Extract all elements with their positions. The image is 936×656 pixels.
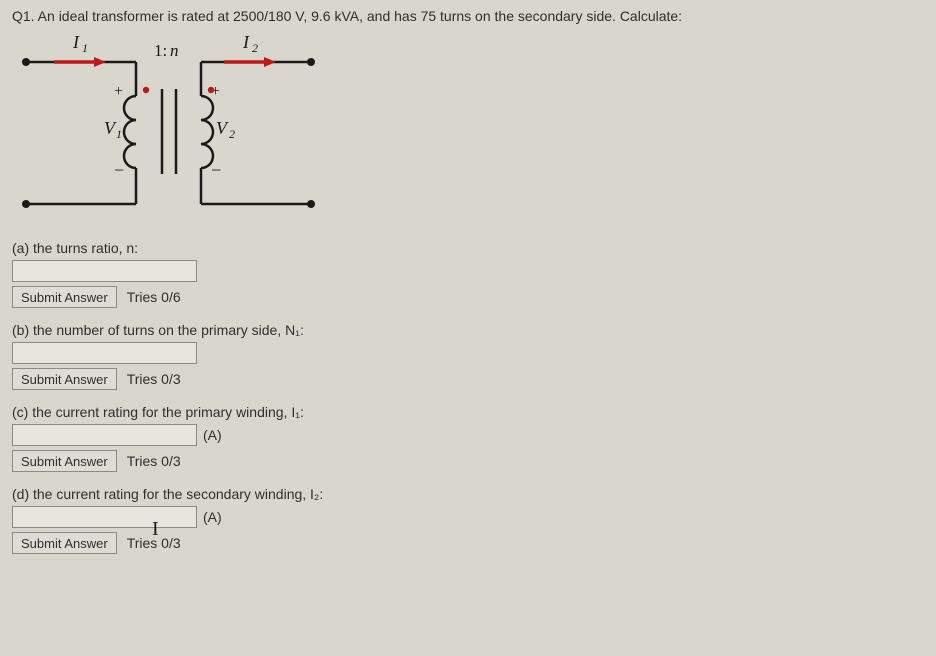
svg-text:V: V [216, 118, 229, 138]
svg-text:2: 2 [229, 127, 235, 141]
part-b-submit-button[interactable]: Submit Answer [12, 368, 117, 390]
svg-text:+: + [114, 83, 123, 100]
question-prompt: Q1. An ideal transformer is rated at 250… [12, 8, 924, 24]
part-c-unit: (A) [203, 427, 222, 443]
part-b-tries: Tries 0/3 [127, 371, 181, 387]
part-d: (d) the current rating for the secondary… [12, 486, 924, 554]
part-b: (b) the number of turns on the primary s… [12, 322, 924, 390]
part-c-submit-button[interactable]: Submit Answer [12, 450, 117, 472]
transformer-diagram: I 1 1: n I 2 + + V [16, 34, 924, 222]
part-a: (a) the turns ratio, n: Submit Answer Tr… [12, 240, 924, 308]
part-a-submit-button[interactable]: Submit Answer [12, 286, 117, 308]
text-cursor-icon: I [152, 518, 159, 541]
part-c-label: (c) the current rating for the primary w… [12, 404, 924, 420]
part-a-input[interactable] [12, 260, 197, 282]
part-a-tries: Tries 0/6 [127, 289, 181, 305]
svg-text:1: 1 [82, 41, 88, 55]
part-b-input[interactable] [12, 342, 197, 364]
part-c-tries: Tries 0/3 [127, 453, 181, 469]
svg-text:1:: 1: [154, 41, 167, 60]
svg-text:1: 1 [116, 127, 122, 141]
svg-text:I: I [72, 34, 80, 52]
part-d-label: (d) the current rating for the secondary… [12, 486, 924, 502]
svg-text:2: 2 [252, 41, 258, 55]
svg-text:I: I [242, 34, 250, 52]
part-d-submit-button[interactable]: Submit Answer [12, 532, 117, 554]
svg-text:−: − [114, 160, 124, 180]
svg-text:−: − [211, 160, 221, 180]
part-b-label: (b) the number of turns on the primary s… [12, 322, 924, 338]
part-d-input[interactable] [12, 506, 197, 528]
svg-text:n: n [170, 41, 179, 60]
part-d-unit: (A) [203, 509, 222, 525]
part-c: (c) the current rating for the primary w… [12, 404, 924, 472]
part-a-label: (a) the turns ratio, n: [12, 240, 924, 256]
part-c-input[interactable] [12, 424, 197, 446]
